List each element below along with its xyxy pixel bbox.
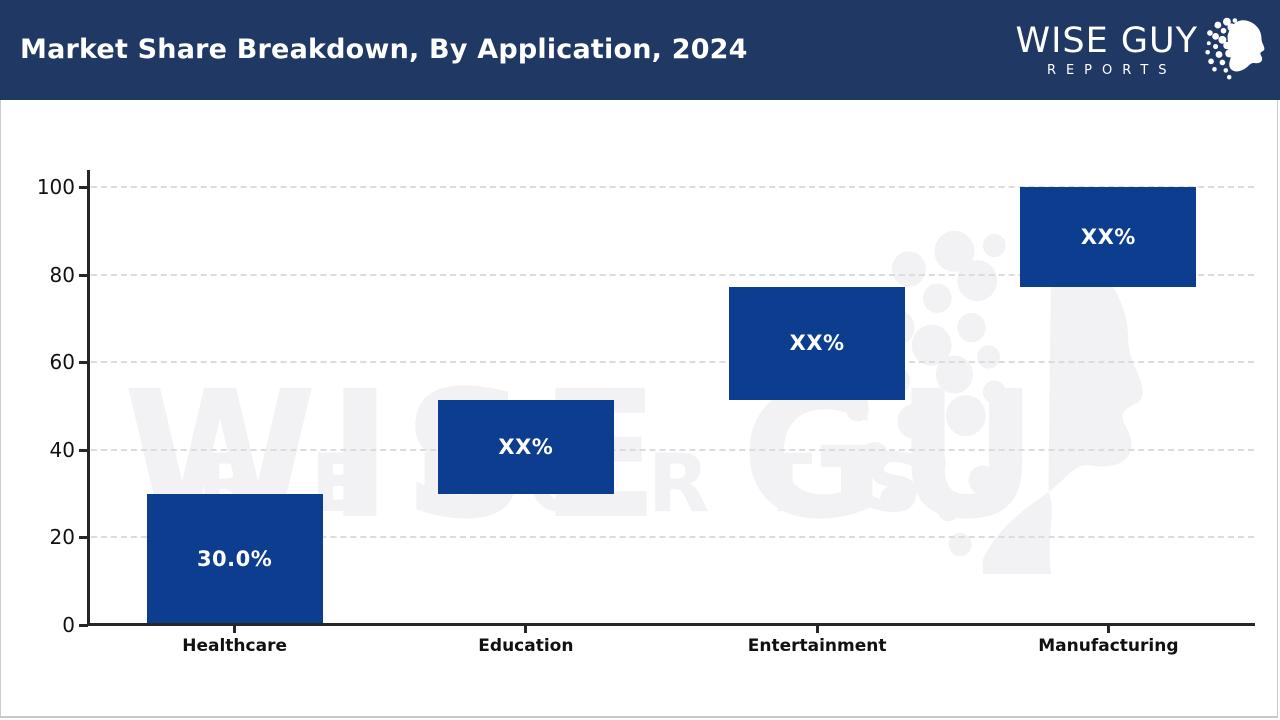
gridline bbox=[91, 536, 1254, 539]
y-tick bbox=[79, 186, 88, 189]
page-title: Market Share Breakdown, By Application, … bbox=[20, 34, 748, 65]
x-tick bbox=[233, 626, 237, 633]
gridline bbox=[91, 361, 1254, 364]
brand-logo: WISE GUY REPORTS bbox=[1015, 8, 1270, 92]
x-category-label: Manufacturing bbox=[1038, 636, 1179, 656]
bar-value-label: XX% bbox=[1080, 224, 1136, 249]
x-category-label: Education bbox=[478, 636, 574, 656]
bar-entertainment: XX% bbox=[729, 286, 906, 400]
y-tick-label: 60 bbox=[49, 350, 75, 375]
chart-plot: WISE GU REPORTS 02040608010030.0%Healthc… bbox=[0, 100, 1278, 718]
brand-logo-name: WISE GUY bbox=[1015, 21, 1198, 61]
brand-face-icon bbox=[1205, 17, 1265, 80]
y-tick bbox=[79, 624, 88, 627]
y-tick bbox=[79, 273, 88, 277]
y-tick-label: 100 bbox=[36, 175, 75, 199]
gridline bbox=[91, 186, 1254, 188]
x-tick bbox=[524, 626, 528, 633]
y-tick bbox=[79, 361, 88, 365]
y-tick-label: 40 bbox=[49, 437, 75, 462]
x-tick bbox=[1106, 626, 1110, 633]
bar-manufacturing: XX% bbox=[1020, 187, 1197, 287]
y-tick-label: 0 bbox=[62, 613, 75, 637]
brand-logo-text: WISE GUY REPORTS bbox=[1015, 22, 1198, 78]
bar-education: XX% bbox=[437, 399, 614, 494]
bar-value-label: XX% bbox=[498, 434, 554, 459]
bar-value-label: 30.0% bbox=[196, 547, 273, 572]
x-axis-line bbox=[87, 623, 1255, 626]
bar-healthcare: 30.0% bbox=[146, 493, 323, 625]
y-tick-label: 80 bbox=[49, 262, 75, 287]
gridline bbox=[91, 273, 1254, 276]
y-tick-label: 20 bbox=[49, 525, 75, 550]
bar-value-label: XX% bbox=[789, 331, 845, 356]
gridline bbox=[91, 448, 1254, 451]
x-category-label: Healthcare bbox=[182, 636, 287, 656]
y-tick bbox=[79, 448, 88, 452]
y-axis-line bbox=[87, 170, 90, 626]
brand-logo-subtitle: REPORTS bbox=[1046, 63, 1177, 78]
header-bar: Market Share Breakdown, By Application, … bbox=[0, 0, 1280, 100]
x-tick bbox=[815, 626, 819, 633]
x-category-label: Entertainment bbox=[747, 636, 887, 656]
y-tick bbox=[79, 536, 88, 540]
